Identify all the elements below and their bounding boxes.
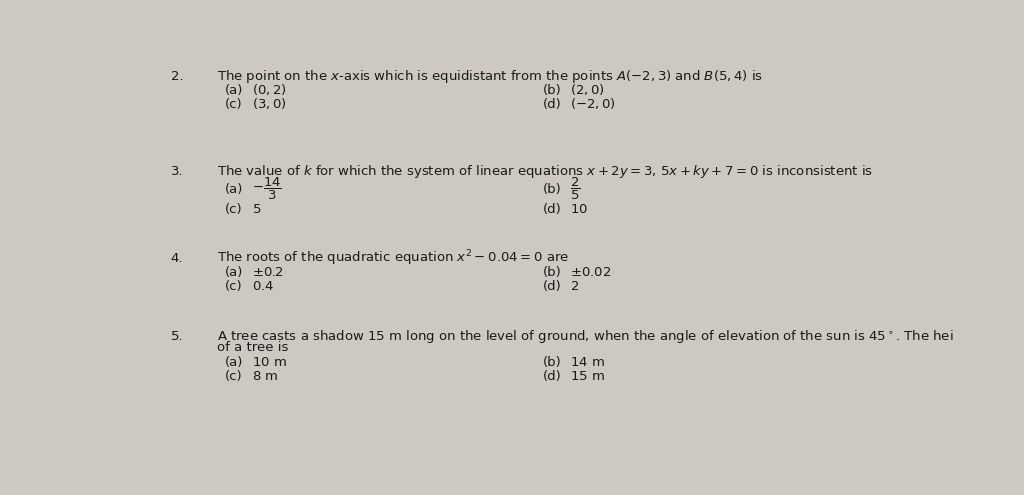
Text: $(2, 0)$: $(2, 0)$ (569, 82, 604, 97)
Text: $(3, 0)$: $(3, 0)$ (252, 96, 287, 111)
Text: $0.4$: $0.4$ (252, 280, 274, 293)
Text: (c): (c) (225, 203, 243, 216)
Text: (c): (c) (225, 370, 243, 384)
Text: The point on the $x$-axis which is equidistant from the points $A(-2,3)$ and $B(: The point on the $x$-axis which is equid… (217, 68, 763, 85)
Text: (d): (d) (543, 203, 561, 216)
Text: $8$ m: $8$ m (252, 370, 279, 384)
Text: (d): (d) (543, 370, 561, 384)
Text: $2$: $2$ (569, 280, 579, 293)
Text: (b): (b) (543, 266, 561, 279)
Text: (c): (c) (225, 280, 243, 293)
Text: 5.: 5. (171, 331, 183, 344)
Text: (a): (a) (225, 266, 244, 279)
Text: (d): (d) (543, 280, 561, 293)
Text: $-\dfrac{14}{3}$: $-\dfrac{14}{3}$ (252, 176, 282, 202)
Text: (c): (c) (225, 98, 243, 111)
Text: $\pm 0.02$: $\pm 0.02$ (569, 266, 611, 279)
Text: (d): (d) (543, 98, 561, 111)
Text: $\pm 0.2$: $\pm 0.2$ (252, 266, 284, 279)
Text: $5$: $5$ (252, 203, 261, 216)
Text: (a): (a) (225, 356, 244, 369)
Text: $15$ m: $15$ m (569, 370, 604, 384)
Text: A tree casts a shadow 15 m long on the level of ground, when the angle of elevat: A tree casts a shadow 15 m long on the l… (217, 329, 953, 346)
Text: (b): (b) (543, 356, 561, 369)
Text: 3.: 3. (171, 165, 183, 178)
Text: The roots of the quadratic equation $x^2-0.04=0$ are: The roots of the quadratic equation $x^2… (217, 248, 569, 268)
Text: (a): (a) (225, 84, 244, 97)
Text: of a tree is: of a tree is (217, 341, 289, 354)
Text: $(0, 2)$: $(0, 2)$ (252, 82, 287, 97)
Text: $10$ m: $10$ m (252, 356, 287, 369)
Text: (b): (b) (543, 183, 561, 196)
Text: 4.: 4. (171, 252, 183, 265)
Text: (b): (b) (543, 84, 561, 97)
Text: (a): (a) (225, 183, 244, 196)
Text: 2.: 2. (171, 70, 183, 83)
Text: $\dfrac{2}{5}$: $\dfrac{2}{5}$ (569, 176, 581, 202)
Text: The value of $k$ for which the system of linear equations $x+2y=3$, $5x+ky+7=0$ : The value of $k$ for which the system of… (217, 163, 873, 180)
Text: $10$: $10$ (569, 203, 588, 216)
Text: $14$ m: $14$ m (569, 356, 604, 369)
Text: $(-2, 0)$: $(-2, 0)$ (569, 96, 615, 111)
